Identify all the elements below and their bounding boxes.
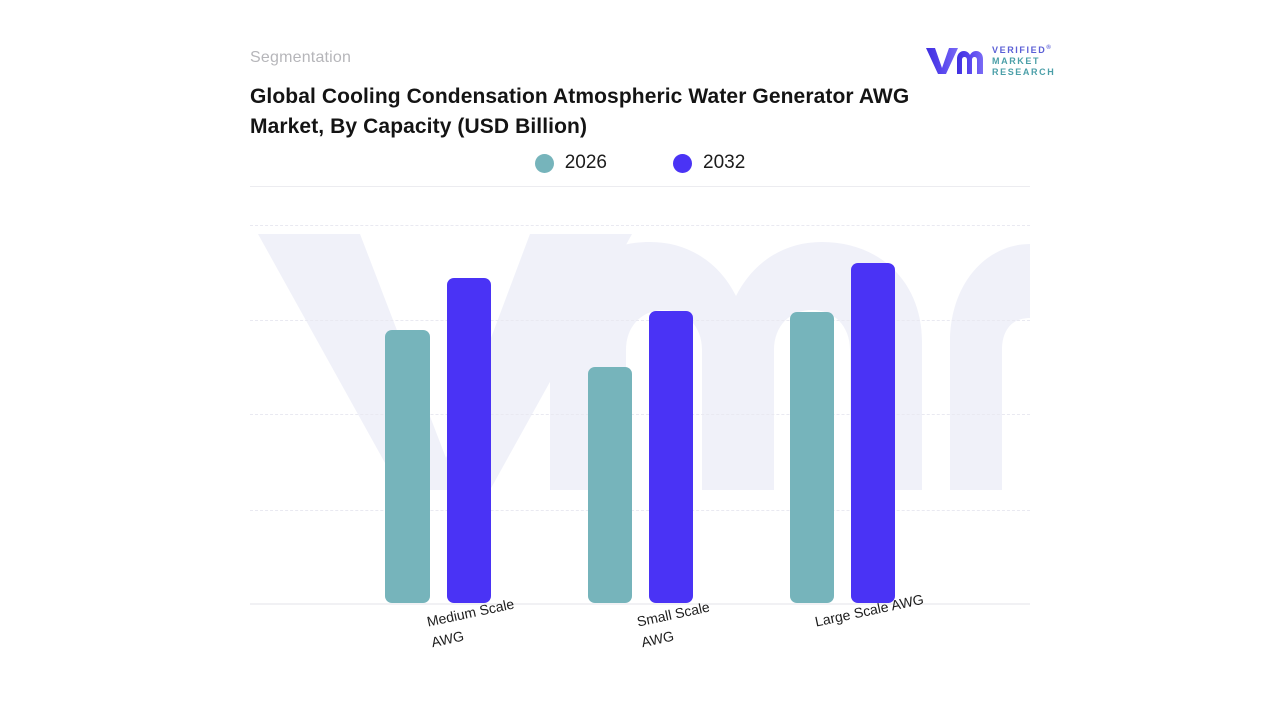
legend-item-2032[interactable]: 2032	[673, 152, 745, 174]
bars-layer	[250, 200, 1030, 605]
logo-line-verified: VERIFIED®	[992, 45, 1053, 55]
x-axis-baseline	[250, 603, 1030, 605]
legend-item-2026[interactable]: 2026	[534, 152, 607, 174]
bar-small-scale-awg-2032[interactable]	[649, 311, 693, 603]
logo-line-research: RESEARCH	[992, 67, 1056, 77]
gridline-1	[250, 510, 1030, 511]
logo-line-market: MARKET	[992, 56, 1041, 66]
legend-swatch-2032	[673, 153, 692, 173]
gridline-3	[250, 320, 1030, 321]
bar-large-scale-awg-2032[interactable]	[851, 263, 895, 603]
segmentation-kicker: Segmentation	[250, 49, 352, 66]
legend-label-2026: 2026	[564, 152, 607, 173]
plot-area	[250, 200, 1030, 605]
chart-legend: 2026 2032	[250, 148, 1030, 178]
gridline-4	[250, 225, 1030, 226]
bar-medium-scale-awg-2032[interactable]	[447, 278, 491, 603]
bar-small-scale-awg-2026[interactable]	[588, 367, 632, 603]
verified-market-research-logo: VERIFIED® MARKET RESEARCH	[924, 42, 1058, 78]
header-divider	[250, 186, 1030, 187]
gridline-2	[250, 414, 1030, 415]
logo-wordmark: VERIFIED® MARKET RESEARCH	[992, 43, 1055, 77]
legend-swatch-2026	[534, 153, 554, 173]
legend-label-2032: 2032	[703, 152, 746, 173]
bar-large-scale-awg-2026[interactable]	[790, 312, 834, 603]
page-title: Global Cooling Condensation Atmospheric …	[250, 85, 910, 138]
vmr-monogram-icon	[924, 44, 984, 76]
x-axis-labels: Medium Scale AWG Small Scale AWG Large S…	[250, 591, 1030, 702]
bar-medium-scale-awg-2026[interactable]	[385, 330, 430, 603]
